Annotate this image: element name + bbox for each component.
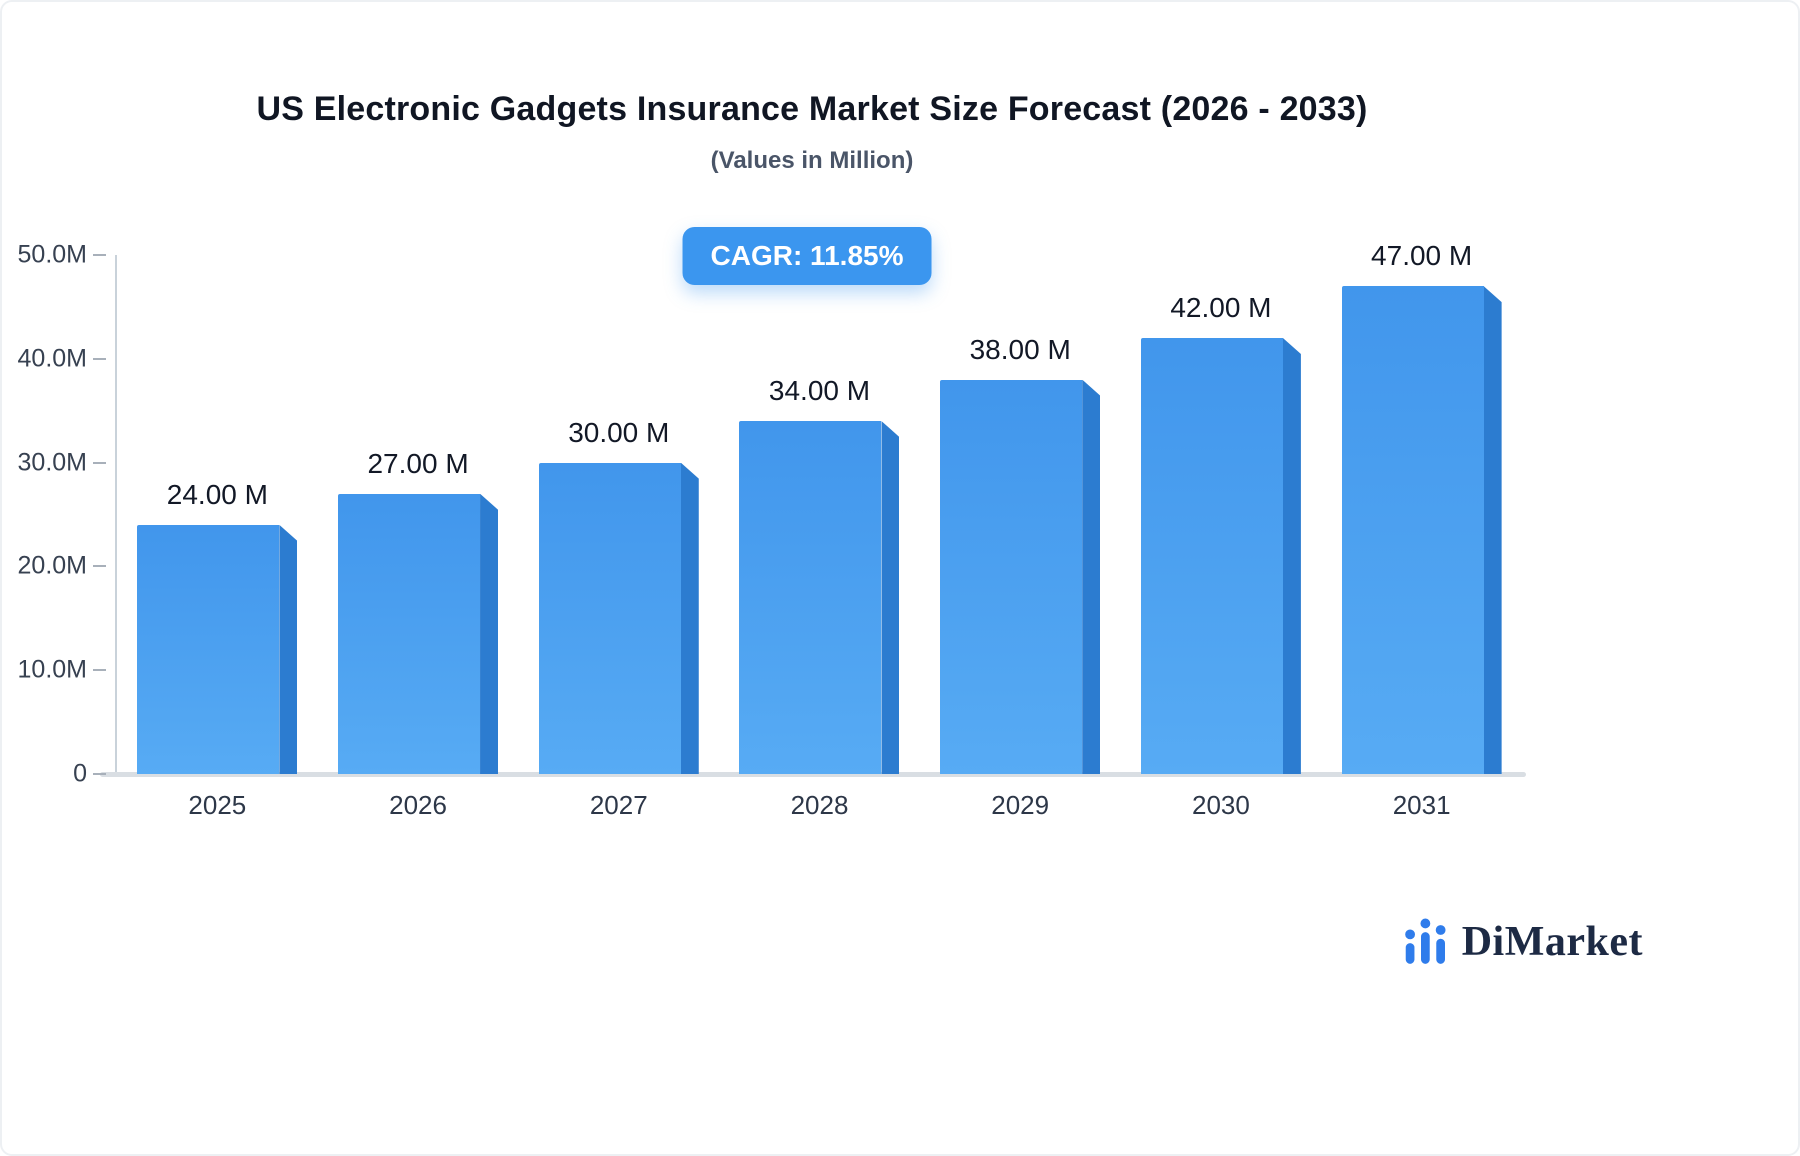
x-axis-baseline: [100, 772, 1526, 777]
bar-2028: [739, 421, 900, 774]
y-tick-mark: [93, 565, 106, 568]
x-tick-label: 2029: [991, 790, 1050, 820]
bar-value-label: 27.00 M: [367, 447, 469, 479]
x-tick-label: 2030: [1191, 790, 1250, 820]
bar-2031: [1341, 286, 1502, 774]
y-tick-mark: [93, 254, 106, 256]
bar-group-2028: 34.00 M 2028: [719, 255, 920, 820]
bar-value-label: 42.00 M: [1170, 292, 1272, 324]
x-tick-label: 2028: [790, 790, 849, 820]
bar-2027: [538, 462, 699, 774]
bar-face: [338, 493, 481, 774]
bar-2030: [1140, 338, 1301, 774]
y-tick-label: 50.0M: [17, 240, 87, 269]
bar-face: [1341, 286, 1484, 774]
brand-logo: DiMarket: [1404, 918, 1643, 966]
bar-group-2026: 27.00 M 2026: [318, 255, 519, 820]
x-tick-label: 2031: [1392, 790, 1451, 820]
bar-group-2029: 38.00 M 2029: [920, 255, 1121, 820]
y-tick-mark: [93, 669, 106, 672]
chart-title: US Electronic Gadgets Insurance Market S…: [256, 90, 1368, 128]
bar-side-shade: [1082, 379, 1101, 774]
dimarket-logo-icon: [1404, 918, 1446, 964]
bar-group-2025: 24.00 M 2025: [117, 255, 318, 820]
x-tick-label: 2026: [389, 790, 447, 820]
y-tick-label: 0: [73, 759, 87, 788]
bar-2026: [338, 493, 499, 774]
bar-side-shade: [1483, 286, 1502, 774]
y-tick-label: 40.0M: [17, 344, 87, 373]
bar-value-label: 24.00 M: [166, 478, 268, 510]
bar-face: [538, 462, 681, 774]
bar-chart-plot: 0 10.0M 20.0M 30.0M 40.0M 50.0M 24.00 M 2025 27…: [18, 240, 1526, 820]
bar-value-label: 34.00 M: [768, 375, 871, 407]
bar-group-2031: 47.00 M 2031: [1321, 240, 1522, 820]
bar-face: [1140, 338, 1283, 774]
bar-face: [137, 524, 280, 774]
y-axis-line: [115, 255, 117, 774]
y-tick-mark: [93, 461, 106, 464]
bar-face: [940, 379, 1083, 774]
y-tick-mark: [93, 773, 106, 775]
bar-2025: [137, 524, 298, 774]
y-tick-label: 30.0M: [17, 448, 87, 477]
bar-value-label: 47.00 M: [1371, 240, 1473, 272]
bar-value-label: 38.00 M: [969, 333, 1071, 365]
cagr-badge: CAGR: 11.85%: [682, 227, 932, 285]
bar-group-2030: 42.00 M 2030: [1121, 255, 1322, 820]
y-tick-mark: [93, 357, 106, 360]
x-tick-label: 2027: [589, 790, 648, 820]
bar-group-2027: 30.00 M 2027: [518, 255, 719, 820]
y-tick-label: 10.0M: [17, 655, 87, 684]
bar-2029: [940, 379, 1101, 774]
bar-side-shade: [680, 462, 699, 774]
bar-side-shade: [279, 524, 298, 774]
bar-value-label: 30.00 M: [568, 416, 670, 448]
chart-subtitle: (Values in Million): [710, 147, 914, 174]
bar-side-shade: [1282, 338, 1301, 774]
brand-name: DiMarket: [1461, 919, 1643, 965]
bar-side-shade: [480, 493, 499, 774]
bar-side-shade: [881, 421, 900, 774]
bar-face: [739, 421, 882, 774]
x-tick-label: 2025: [188, 790, 247, 820]
y-tick-label: 20.0M: [17, 551, 87, 580]
chart-header: US Electronic Gadgets Insurance Market S…: [2, 90, 1622, 175]
